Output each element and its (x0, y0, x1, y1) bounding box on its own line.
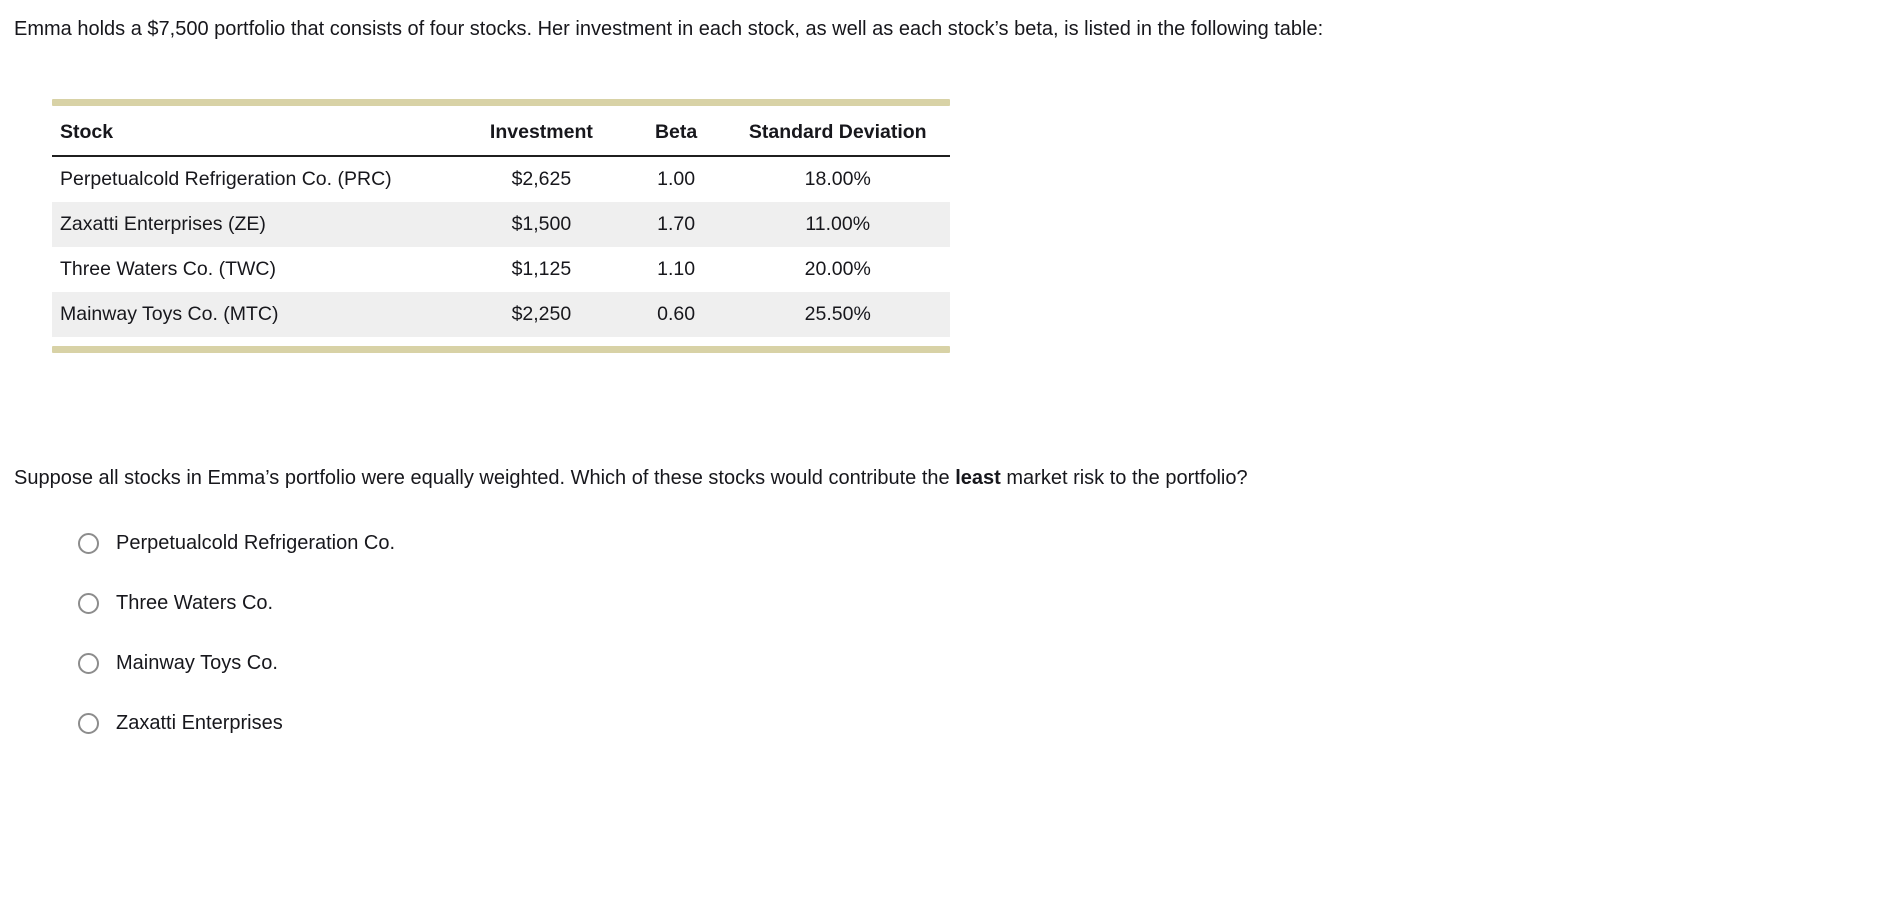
stock-cell: Three Waters Co. (TWC) (60, 258, 276, 280)
std-dev-cell: 20.00% (804, 258, 871, 280)
table-row: Three Waters Co. (TWC) $1,125 1.10 20.00… (52, 247, 950, 292)
beta-cell: 0.60 (657, 303, 696, 325)
portfolio-table: Stock Investment Beta Standard Deviation… (52, 99, 950, 353)
question-text: Suppose all stocks in Emma’s portfolio w… (14, 465, 1880, 492)
option-zaxatti[interactable]: Zaxatti Enterprises (78, 712, 1900, 735)
investment-cell: $2,250 (511, 303, 572, 325)
std-dev-cell: 25.50% (804, 303, 871, 325)
question-part1: Suppose all stocks in Emma’s portfolio w… (14, 467, 956, 489)
question-bold-word: least (955, 467, 1001, 489)
beta-cell: 1.00 (657, 168, 696, 190)
table-body: Perpetualcold Refrigeration Co. (PRC) $2… (52, 156, 950, 337)
question-part2: market risk to the portfolio? (1000, 467, 1248, 489)
std-dev-cell: 11.00% (805, 213, 871, 235)
radio-button-icon[interactable] (78, 713, 99, 734)
table-row: Mainway Toys Co. (MTC) $2,250 0.60 25.50… (52, 292, 950, 337)
option-mainway-toys[interactable]: Mainway Toys Co. (78, 652, 1900, 675)
std-dev-cell: 18.00% (804, 168, 871, 190)
header-beta: Beta (626, 106, 726, 157)
radio-button-icon[interactable] (78, 533, 99, 554)
header-standard-deviation: Standard Deviation (725, 106, 950, 157)
option-perpetualcold[interactable]: Perpetualcold Refrigeration Co. (78, 532, 1900, 555)
investment-cell: $1,500 (511, 213, 572, 235)
radio-button-icon[interactable] (78, 593, 99, 614)
option-label: Perpetualcold Refrigeration Co. (116, 532, 396, 554)
table-row: Perpetualcold Refrigeration Co. (PRC) $2… (52, 156, 950, 202)
intro-text: Emma holds a $7,500 portfolio that consi… (14, 18, 1324, 40)
radio-button-icon[interactable] (78, 653, 99, 674)
option-label: Mainway Toys Co. (116, 652, 278, 674)
table-bottom-accent-bar (52, 346, 950, 353)
header-investment: Investment (456, 106, 627, 157)
beta-cell: 1.10 (657, 258, 696, 280)
header-stock: Stock (52, 106, 457, 157)
option-label: Three Waters Co. (116, 592, 274, 614)
answer-options: Perpetualcold Refrigeration Co. Three Wa… (78, 532, 1900, 735)
table-header-row: Stock Investment Beta Standard Deviation (52, 106, 950, 157)
investment-cell: $1,125 (511, 258, 572, 280)
stock-table: Stock Investment Beta Standard Deviation… (52, 106, 950, 337)
table-top-accent-bar (52, 99, 950, 106)
stock-cell: Mainway Toys Co. (MTC) (60, 303, 279, 325)
stock-cell: Zaxatti Enterprises (ZE) (60, 213, 266, 235)
option-three-waters[interactable]: Three Waters Co. (78, 592, 1900, 615)
beta-cell: 1.70 (657, 213, 696, 235)
table-row: Zaxatti Enterprises (ZE) $1,500 1.70 11.… (52, 202, 950, 247)
option-label: Zaxatti Enterprises (116, 712, 283, 734)
stock-cell: Perpetualcold Refrigeration Co. (PRC) (60, 168, 392, 190)
investment-cell: $2,625 (511, 168, 572, 190)
table-header: Stock Investment Beta Standard Deviation (52, 106, 950, 157)
